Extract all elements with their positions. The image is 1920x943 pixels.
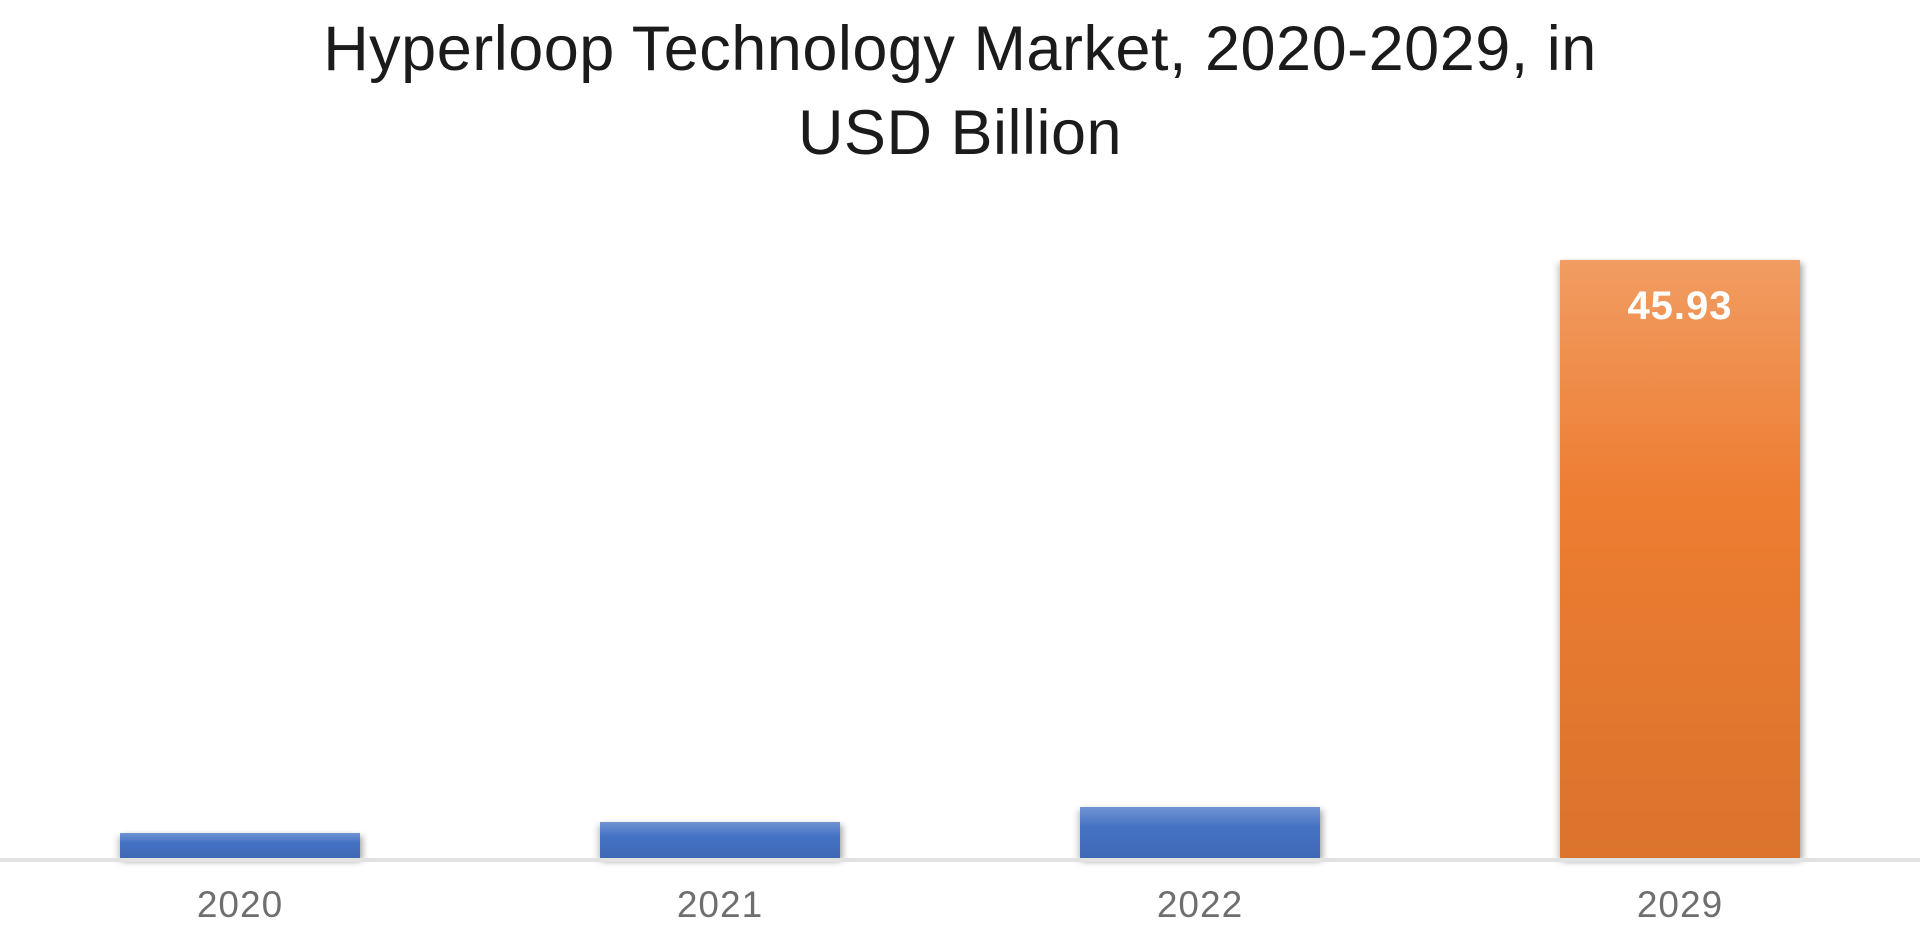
- bar-2022: [1080, 807, 1320, 858]
- bar-2020: [120, 833, 360, 858]
- x-axis-tick-labels: 2020 2021 2022 2029: [0, 884, 1920, 926]
- x-tick-label-2029: 2029: [1636, 884, 1724, 925]
- chart-title: Hyperloop Technology Market, 2020-2029, …: [323, 14, 1597, 168]
- bar-value-label-2020: [120, 833, 360, 857]
- bar-slot-2022: [960, 260, 1440, 858]
- bar-slot-2029: 45.93: [1440, 260, 1920, 858]
- bar-slot-2020: [0, 260, 480, 858]
- bar-value-label-2022: [1080, 807, 1320, 831]
- x-axis-line: [0, 858, 1920, 862]
- title-container: Hyperloop Technology Market, 2020-2029, …: [0, 8, 1920, 176]
- x-tick-label-2020: 2020: [196, 884, 284, 925]
- bar-2029: 45.93: [1560, 260, 1800, 858]
- plot-area: 45.93: [0, 260, 1920, 858]
- x-tick-label-2021: 2021: [676, 884, 764, 925]
- bar-value-label-2029: 45.93: [1627, 284, 1733, 328]
- bar-value-label-2021: [600, 822, 840, 846]
- bar-2021: [600, 821, 840, 858]
- bar-slot-2021: [480, 260, 960, 858]
- x-tick-label-2022: 2022: [1156, 884, 1244, 925]
